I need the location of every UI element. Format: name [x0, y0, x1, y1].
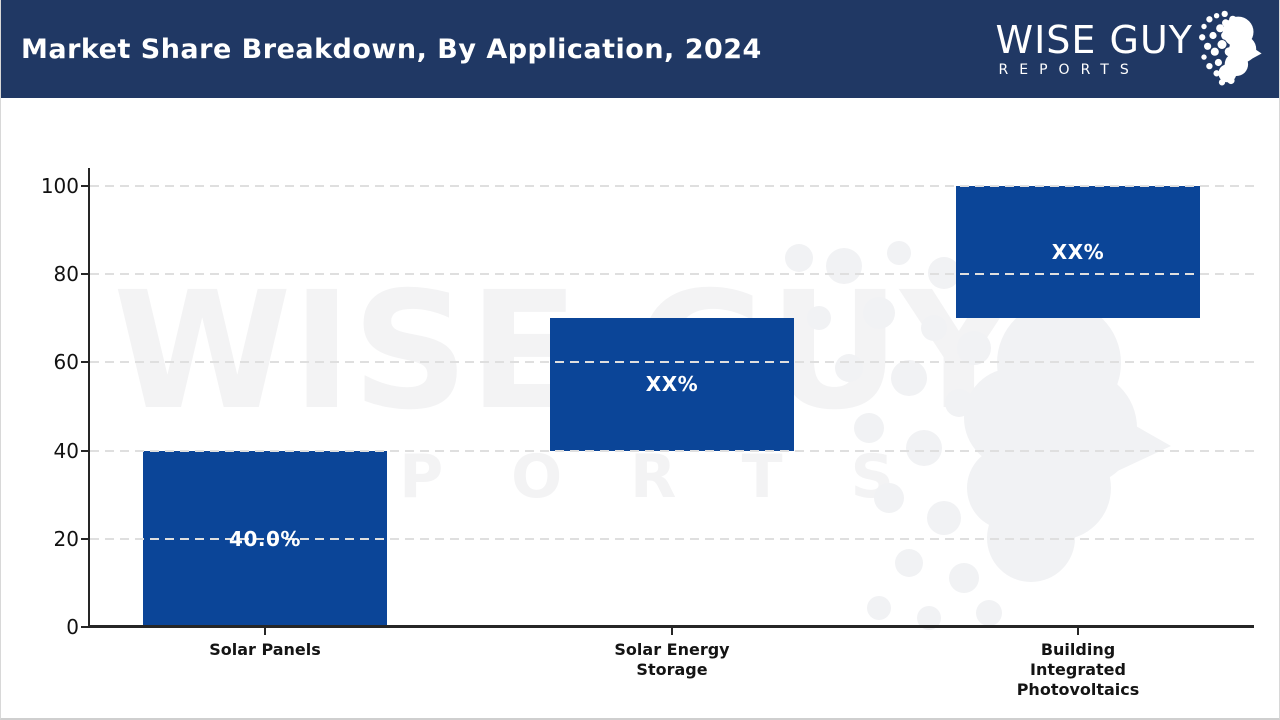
bar-value-label: XX% [645, 372, 699, 397]
logo-wordmark: WISE GUY REPORTS [996, 20, 1193, 78]
y-tick-label: 80 [53, 262, 79, 287]
y-tick-mark [81, 273, 88, 276]
x-category-label: Building Integrated Photovoltaics [1016, 640, 1140, 699]
bar-value-label: 40.0% [229, 526, 301, 551]
y-tick-mark [81, 626, 88, 628]
gridline [90, 185, 1254, 187]
x-category-label: Solar Energy Storage [614, 640, 730, 679]
bar [956, 186, 1200, 319]
head-profile-icon [1199, 10, 1262, 86]
gridline [90, 273, 1254, 276]
x-tick-mark [264, 628, 266, 635]
brand-logo: WISE GUY REPORTS [996, 6, 1267, 92]
y-tick-mark [81, 537, 88, 540]
y-tick-label: 0 [66, 615, 79, 639]
x-tick-mark [671, 628, 673, 635]
y-tick-mark [81, 449, 88, 452]
logo-name-text: WISE GUY [995, 18, 1193, 62]
y-tick-mark [81, 185, 88, 187]
x-tick-mark [1077, 628, 1079, 635]
page-title: Market Share Breakdown, By Application, … [21, 33, 762, 65]
x-axis-spine [88, 625, 1254, 628]
bar-value-label: XX% [1051, 240, 1105, 265]
header-bar: Market Share Breakdown, By Application, … [1, 0, 1279, 98]
y-tick-mark [81, 361, 88, 364]
logo-sub-text: REPORTS [998, 62, 1140, 78]
y-tick-label: 60 [53, 350, 79, 375]
y-tick-label: 40 [53, 438, 79, 463]
gridline [90, 361, 1254, 364]
gridline [90, 537, 1254, 540]
gridline [90, 449, 1254, 452]
x-category-label: Solar Panels [209, 640, 321, 659]
y-axis-spine [88, 168, 90, 627]
y-tick-label: 20 [53, 526, 79, 551]
bar [550, 318, 794, 451]
y-tick-label: 100 [40, 174, 79, 198]
